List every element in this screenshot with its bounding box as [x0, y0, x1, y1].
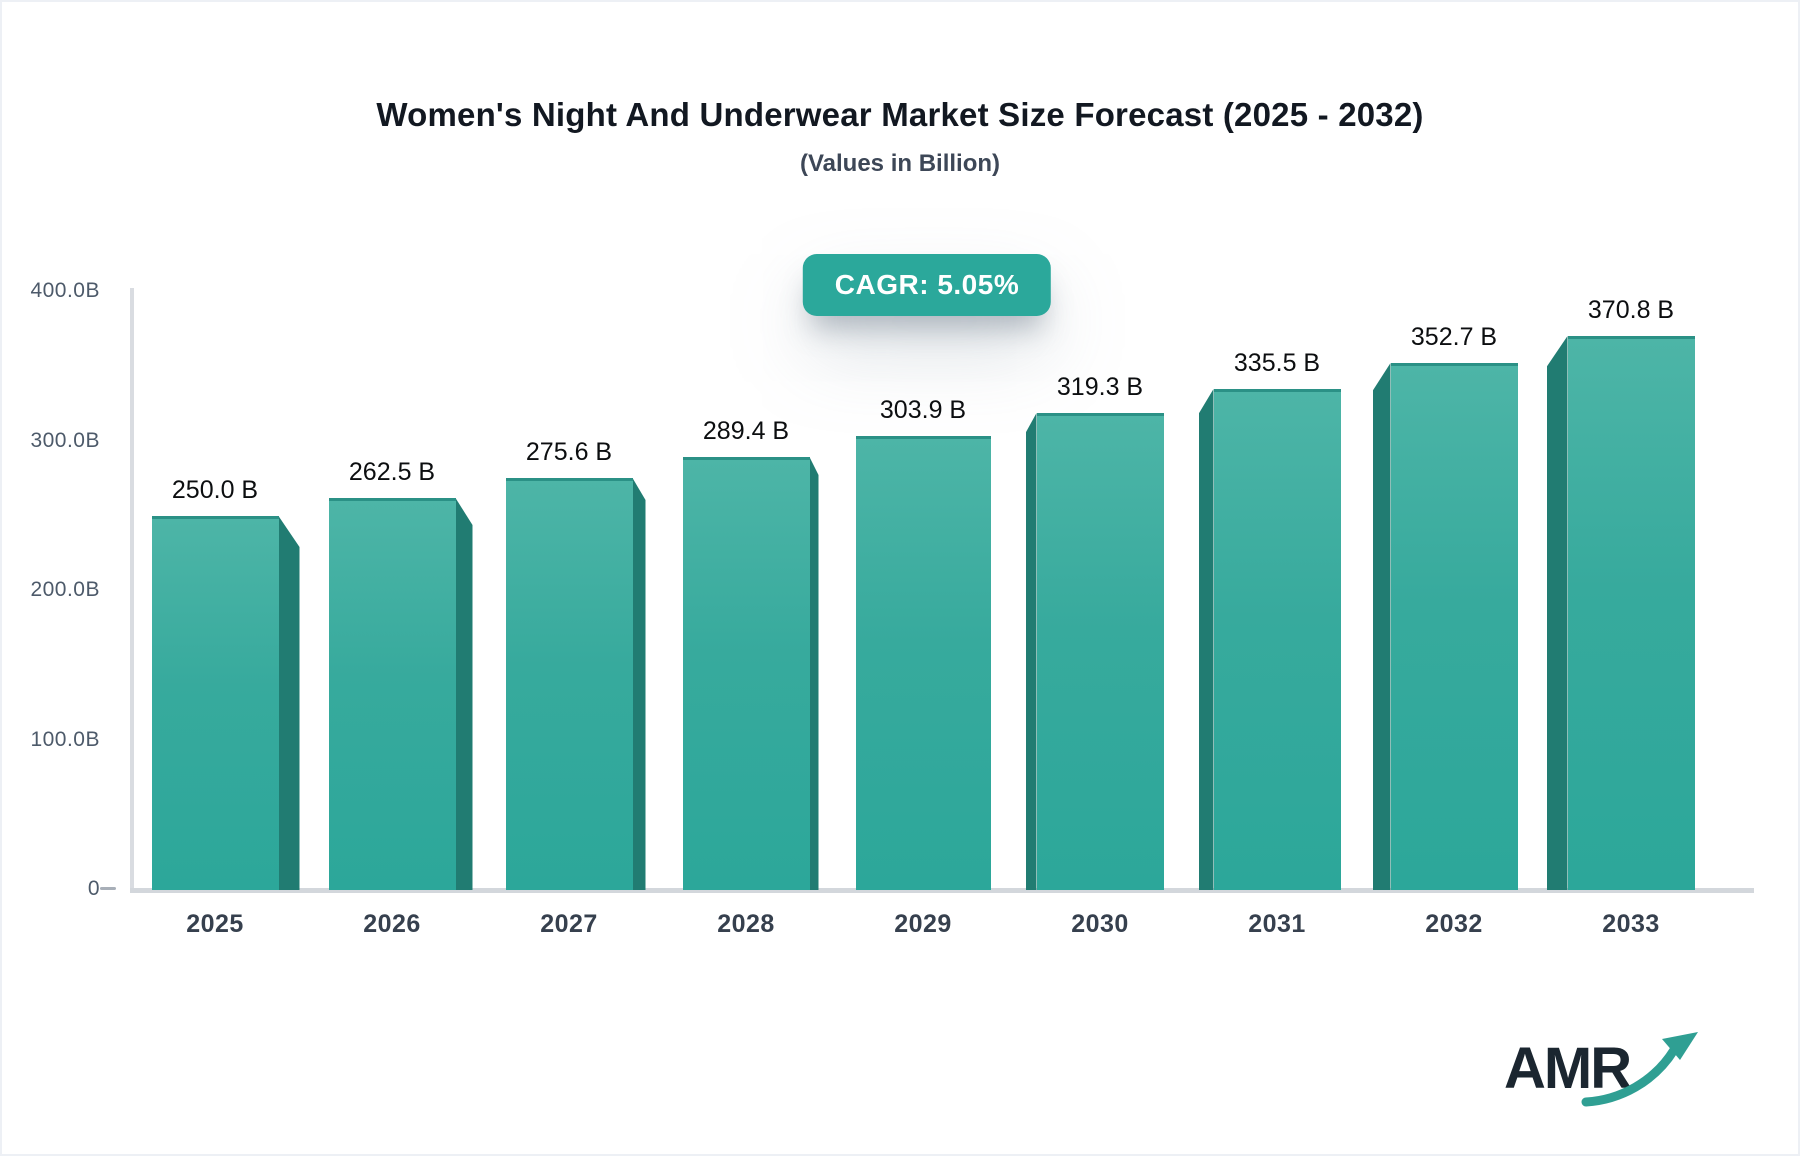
- x-axis-tick-label: 2026: [363, 910, 421, 938]
- bar-3d-side: [1198, 389, 1214, 890]
- chart-title: Women's Night And Underwear Market Size …: [376, 96, 1424, 133]
- bar-3d-side: [1372, 363, 1391, 890]
- bar-face: [1390, 363, 1518, 890]
- bar-value-label: 289.4 B: [702, 417, 790, 445]
- amr-logo-graphic: AMR: [1504, 1032, 1698, 1107]
- bar: 275.6 B: [505, 438, 646, 890]
- logo-arrow-swoosh: [1581, 1045, 1679, 1107]
- x-axis-tick-label: 2028: [717, 910, 775, 938]
- y-axis-tick-label: 200.0B: [30, 578, 100, 602]
- logo-arrow-head-icon: [1662, 1032, 1698, 1060]
- bar: 250.0 B: [151, 476, 300, 890]
- bar: 289.4 B: [682, 417, 819, 890]
- bar-face: [855, 436, 991, 890]
- bar: 370.8 B: [1546, 296, 1695, 890]
- bar-3d-side: [455, 498, 473, 890]
- bar-face: [151, 516, 279, 890]
- y-axis-line: [130, 288, 134, 892]
- x-axis-tick-label: 2033: [1602, 910, 1660, 938]
- bar: 335.5 B: [1198, 349, 1341, 890]
- bar-value-label: 275.6 B: [525, 438, 613, 466]
- bar-value-label: 250.0 B: [171, 476, 259, 504]
- bar-value-label: 335.5 B: [1233, 349, 1321, 377]
- bar-face: [505, 478, 633, 890]
- bar-3d-side: [1546, 336, 1568, 890]
- bar-value-label: 352.7 B: [1410, 323, 1498, 351]
- bar: 262.5 B: [328, 458, 473, 890]
- bar-face: [682, 457, 810, 890]
- bar-face: [1213, 389, 1341, 890]
- bar-face: [1036, 413, 1164, 890]
- x-axis-tick-label: 2032: [1425, 910, 1483, 938]
- bar-3d-side: [278, 516, 300, 890]
- amr-logo: AMR: [1502, 1026, 1722, 1117]
- cagr-badge: CAGR: 5.05%: [802, 254, 1052, 316]
- chart-subtitle: (Values in Billion): [799, 150, 1001, 177]
- bar-3d-side: [809, 457, 819, 890]
- x-axis-tick-label: 2029: [894, 910, 952, 938]
- y-axis-tick-label: 400.0B: [30, 279, 100, 303]
- y-axis-tick-label: 0: [87, 877, 100, 900]
- bar-value-label: 303.9 B: [879, 396, 967, 424]
- bar-value-label: 319.3 B: [1056, 373, 1144, 401]
- bar-3d-side: [632, 478, 646, 890]
- bar-face: [1567, 336, 1695, 890]
- bar: 352.7 B: [1372, 323, 1518, 890]
- x-axis-tick-label: 2025: [186, 910, 244, 938]
- y-axis-tick-label: 300.0B: [30, 428, 100, 452]
- x-axis-line: [130, 888, 1754, 893]
- bar-face: [328, 498, 456, 890]
- amr-logo-text: AMR: [1504, 1036, 1631, 1101]
- x-axis-tick-label: 2027: [540, 910, 598, 938]
- bar-value-label: 262.5 B: [348, 458, 436, 486]
- bar: 319.3 B: [1025, 373, 1164, 890]
- bar: 303.9 B: [855, 396, 991, 890]
- y-axis-tick-label: 100.0B: [30, 727, 100, 751]
- x-axis-tick-label: 2030: [1071, 910, 1129, 938]
- bar-value-label: 370.8 B: [1587, 296, 1675, 324]
- zero-tick-mark: [100, 887, 116, 890]
- bar-3d-side: [1025, 413, 1037, 890]
- x-axis-tick-label: 2031: [1248, 910, 1306, 938]
